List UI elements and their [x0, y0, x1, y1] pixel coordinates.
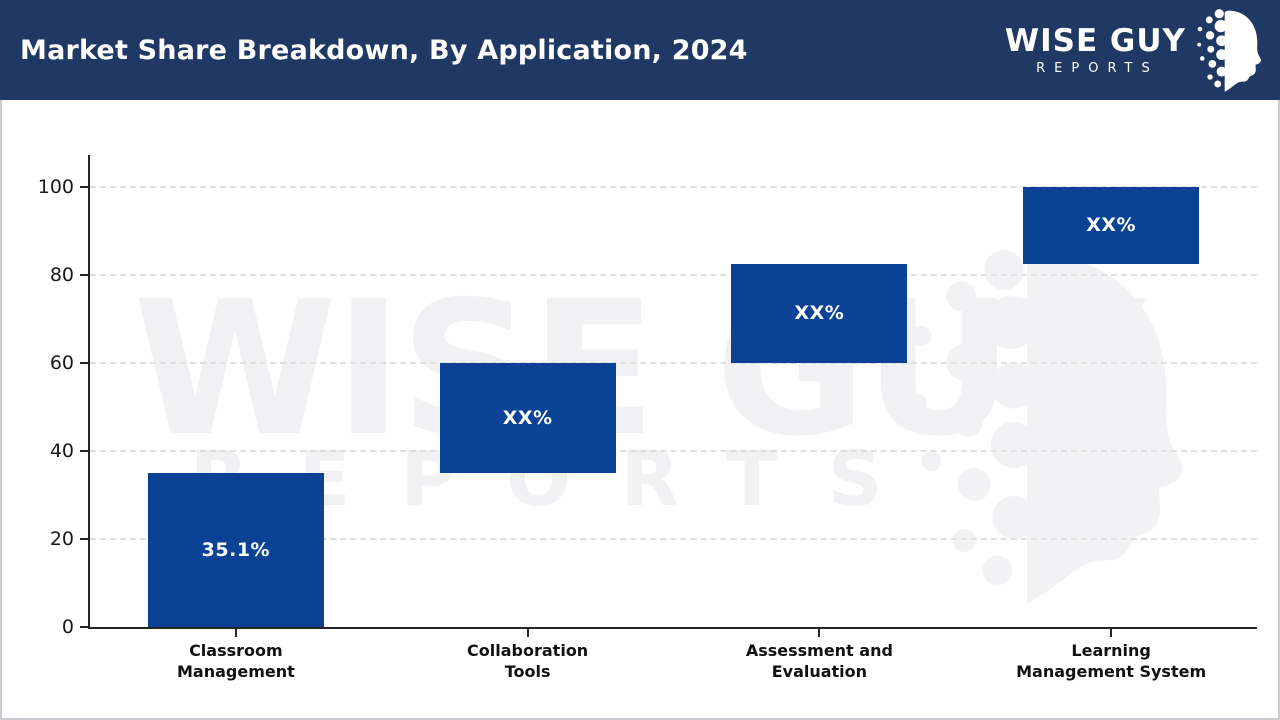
gridline-100	[90, 186, 1257, 188]
x-tick-mark-assessment-and-evaluation	[818, 629, 821, 637]
bar-collaboration-tools: XX%	[439, 363, 616, 473]
gridline-80	[90, 274, 1257, 276]
bar-classroom-management: 35.1%	[147, 472, 324, 627]
bar-value-label: XX%	[1086, 214, 1137, 237]
page-title: Market Share Breakdown, By Application, …	[20, 34, 748, 66]
y-tick-label-40: 40	[49, 440, 74, 462]
y-tick-mark-20	[80, 538, 88, 540]
y-tick-label-80: 80	[49, 264, 74, 286]
wise-guy-face-icon	[1197, 9, 1261, 92]
y-tick-label-60: 60	[49, 352, 74, 374]
watermark-face-icon	[909, 250, 1183, 604]
logo-text: WISE GUY REPORTS	[1004, 22, 1186, 76]
header-band: Market Share Breakdown, By Application, …	[0, 0, 1280, 100]
x-category-label-collaboration-tools: Collaboration Tools	[388, 641, 668, 683]
x-category-label-line: Management System	[1016, 661, 1207, 681]
bar-assessment-and-evaluation: XX%	[731, 263, 908, 363]
y-tick-mark-80	[80, 274, 88, 276]
x-category-label-line: Classroom	[189, 641, 283, 660]
y-tick-mark-60	[80, 362, 88, 364]
y-tick-mark-0	[80, 626, 88, 628]
wise-guy-logo: WISE GUY REPORTS	[1005, 6, 1266, 94]
x-tick-mark-classroom-management	[234, 629, 237, 637]
x-category-label-line: Tools	[504, 661, 551, 681]
y-tick-label-100: 100	[37, 176, 74, 198]
x-category-label-classroom-management: Classroom Management	[96, 641, 376, 683]
plot-area: 0 20 40 60 80 100 35.1% Classroom Management XX% C…	[38, 155, 1257, 681]
gridline-60	[90, 362, 1257, 364]
gridline-40	[90, 450, 1257, 452]
y-tick-label-20: 20	[49, 528, 74, 550]
x-category-label-line: Management	[176, 661, 295, 681]
y-tick-mark-40	[80, 450, 88, 452]
x-tick-mark-learning-management-system	[1110, 629, 1113, 637]
logo-wordmark: WISE GUY	[1004, 22, 1186, 59]
x-category-label-learning-management-system: Learning Management System	[971, 641, 1251, 683]
x-tick-mark-collaboration-tools	[526, 629, 529, 637]
bar-value-label: 35.1%	[201, 538, 271, 561]
gridline-20	[90, 538, 1257, 540]
x-category-label-line: Learning	[1071, 641, 1151, 660]
bar-value-label: XX%	[794, 302, 845, 325]
x-category-label-line: Assessment and	[745, 641, 893, 660]
y-tick-mark-100	[80, 186, 88, 188]
bar-value-label: XX%	[502, 406, 553, 429]
x-category-label-line: Collaboration	[467, 641, 589, 660]
x-category-label-line: Evaluation	[771, 661, 868, 681]
logo-subtitle: REPORTS	[1036, 60, 1159, 76]
y-tick-label-0: 0	[61, 616, 74, 638]
x-category-label-assessment-and-evaluation: Assessment and Evaluation	[679, 641, 959, 683]
bar-learning-management-system: XX%	[1023, 187, 1200, 264]
